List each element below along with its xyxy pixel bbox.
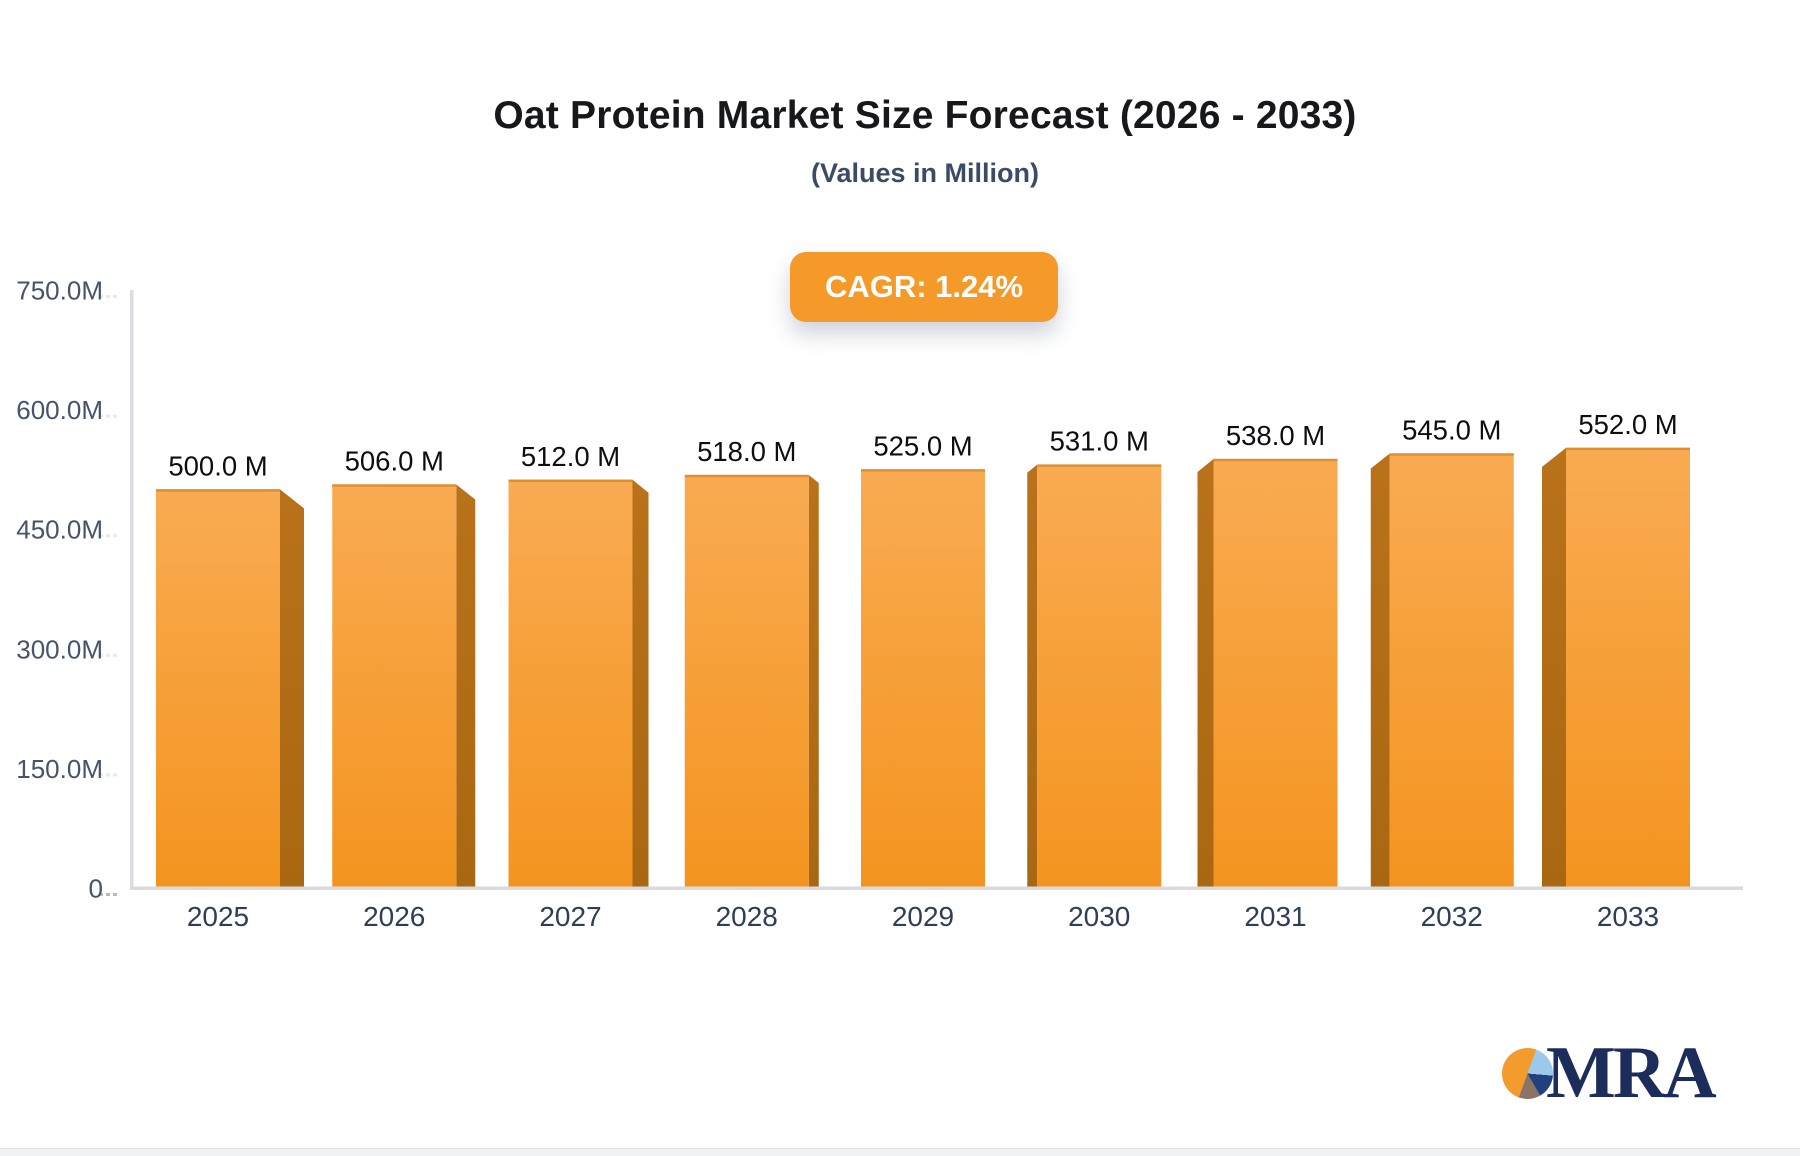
x-axis-year-label: 2030 [1068, 901, 1130, 932]
chart-header: Oat Protein Market Size Forecast (2026 -… [50, 94, 1800, 189]
bar-side-face [456, 484, 476, 888]
chart-subtitle: (Values in Million) [810, 158, 1040, 188]
brand-logo: MRA [1502, 1032, 1717, 1114]
bar-side-face [1027, 464, 1038, 888]
bar-side-face [808, 474, 819, 888]
bar [1566, 447, 1690, 888]
bar-value-label: 512.0 M [521, 441, 620, 472]
bar-value-label: 518.0 M [697, 436, 796, 467]
cagr-badge-label: CAGR: 1.24% [824, 269, 1024, 304]
y-axis-tick-label: 600.0M [16, 395, 103, 425]
x-axis-year-label: 2033 [1597, 901, 1659, 932]
bar-value-label: 538.0 M [1226, 420, 1325, 451]
bar [861, 469, 985, 888]
x-axis-year-label: 2026 [363, 901, 425, 932]
bar-side-face [1370, 453, 1390, 888]
x-axis-year-label: 2028 [716, 901, 778, 932]
x-baseline [130, 886, 1743, 890]
x-axis-year-label: 2029 [892, 901, 954, 932]
x-axis-year-label: 2025 [187, 901, 249, 932]
bar-side-face [632, 479, 649, 888]
bar [156, 489, 280, 888]
bar-side-face [1197, 459, 1214, 888]
bar-side-face [1542, 447, 1566, 888]
y-axis-tick-label: 750.0M [16, 276, 103, 306]
y-axis-tick-label: 450.0M [16, 515, 103, 545]
bar-value-label: 531.0 M [1050, 426, 1149, 457]
y-axis-tick-label: 0 [89, 874, 103, 904]
x-axis-year-label: 2032 [1421, 901, 1483, 932]
bar [1389, 453, 1514, 888]
bar [684, 474, 809, 888]
bar [1213, 459, 1338, 888]
y-axis-line [130, 290, 134, 890]
bottom-edge-strip [0, 1148, 1800, 1156]
x-axis-year-label: 2027 [539, 901, 601, 932]
bar-value-label: 506.0 M [345, 446, 444, 477]
cagr-badge: CAGR: 1.24% [790, 252, 1058, 322]
y-axis-tick-label: 150.0M [16, 754, 103, 784]
pie-chart-icon [1502, 1047, 1553, 1099]
bar [508, 479, 633, 888]
bar-side-face [280, 489, 304, 888]
chart-title: Oat Protein Market Size Forecast (2026 -… [493, 94, 1357, 137]
bar-value-label: 552.0 M [1578, 409, 1677, 440]
bar-value-label: 525.0 M [873, 430, 972, 461]
x-axis-year-label: 2031 [1244, 901, 1306, 932]
bar-value-label: 545.0 M [1402, 414, 1501, 445]
y-axis-tick-label: 300.0M [16, 634, 103, 664]
brand-logo-text: MRA [1546, 1032, 1717, 1114]
bar [1037, 464, 1162, 888]
bar-value-label: 500.0 M [168, 450, 267, 481]
bar [332, 484, 457, 888]
